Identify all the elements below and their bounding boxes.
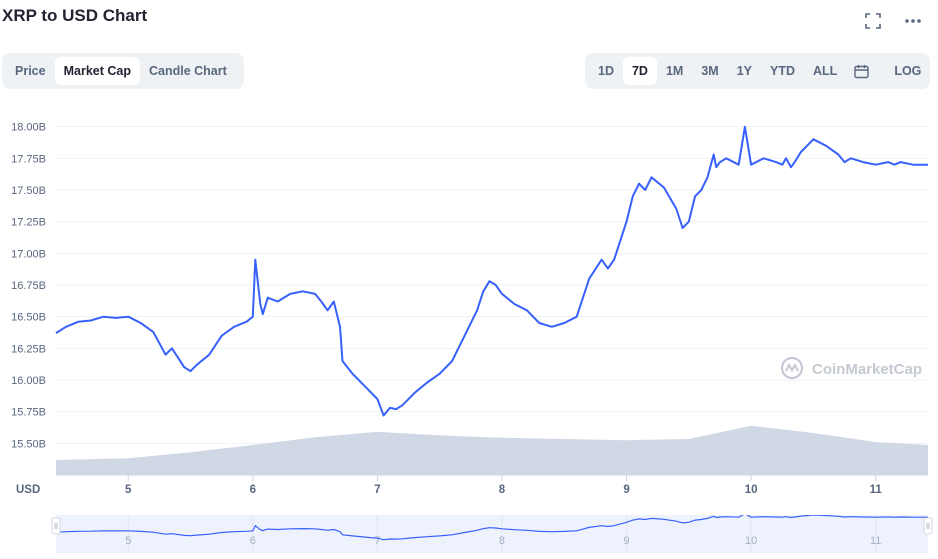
y-tick-label: 16.75B	[11, 280, 46, 292]
y-tick-label: 15.75B	[11, 407, 46, 419]
currency-label: USD	[16, 484, 40, 496]
range-1d[interactable]: 1D	[598, 64, 614, 78]
range-all[interactable]: ALL	[813, 64, 838, 78]
navigator-tick-label: 11	[870, 535, 881, 547]
coinmarketcap-logo-icon	[780, 356, 804, 380]
x-tick-label: 5	[125, 484, 132, 496]
navigator-right-handle[interactable]	[923, 517, 933, 535]
market-cap-line	[55, 125, 928, 417]
navigator-left-handle[interactable]	[51, 517, 61, 535]
range-1m[interactable]: 1M	[665, 64, 684, 78]
y-tick-label: 16.00B	[11, 375, 46, 387]
x-tick-label: 6	[250, 484, 256, 496]
x-axis-ticks: 5 6 7 8 9 10 11	[125, 475, 882, 496]
navigator-tick-label: 8	[499, 535, 505, 547]
y-tick-label: 18.00B	[11, 122, 46, 134]
y-tick-label: 16.25B	[11, 343, 46, 355]
more-icon[interactable]	[902, 10, 924, 32]
tab-price[interactable]: Price	[15, 64, 46, 78]
watermark-text: CoinMarketCap	[812, 361, 922, 378]
navigator-tick-label: 10	[745, 535, 757, 547]
y-tick-label: 17.00B	[11, 248, 46, 260]
range-selector: 1D 7D 1M 3M 1Y YTD ALL LOG	[585, 53, 930, 89]
chart-title: XRP to USD Chart	[2, 6, 148, 25]
range-7d[interactable]: 7D	[622, 57, 657, 85]
y-tick-label: 16.50B	[11, 312, 46, 324]
y-tick-label: 17.50B	[11, 185, 46, 197]
x-tick-label: 8	[499, 484, 506, 496]
calendar-icon[interactable]	[846, 57, 877, 85]
x-tick-label: 11	[870, 484, 883, 496]
x-tick-label: 10	[745, 484, 758, 496]
market-cap-chart[interactable]: 15.50B 15.75B 16.00B 16.25B 16.50B 16.75B 17.0…	[0, 95, 938, 500]
tab-candle-chart[interactable]: Candle Chart	[148, 64, 227, 78]
y-tick-label: 17.25B	[11, 217, 46, 229]
log-toggle[interactable]: LOG	[894, 64, 922, 78]
fullscreen-icon[interactable]	[862, 10, 884, 32]
navigator-tick-label: 9	[623, 535, 629, 547]
navigator-tick-label: 7	[374, 535, 380, 547]
navigator-window[interactable]	[56, 515, 928, 553]
x-tick-label: 7	[374, 484, 380, 496]
range-1y[interactable]: 1Y	[736, 64, 753, 78]
navigator-tick-label: 6	[250, 535, 256, 547]
y-tick-label: 15.50B	[11, 438, 46, 450]
navigator-grid	[127, 515, 877, 553]
x-tick-label: 9	[623, 484, 629, 496]
y-tick-label: 17.75B	[11, 153, 46, 165]
volume-area	[56, 425, 928, 475]
chart-type-tabs: Price Market Cap Candle Chart	[2, 53, 244, 89]
grid-lines	[56, 126, 928, 476]
range-navigator[interactable]: 5 6 7 8 9 10 11	[0, 515, 938, 559]
range-ytd[interactable]: YTD	[770, 64, 796, 78]
navigator-ticks: 5 6 7 8 9 10 11	[125, 535, 881, 547]
navigator-tick-label: 5	[125, 535, 131, 547]
tab-market-cap[interactable]: Market Cap	[54, 57, 140, 85]
range-3m[interactable]: 3M	[701, 64, 719, 78]
y-axis-ticks: 15.50B 15.75B 16.00B 16.25B 16.50B 16.75B 17.0…	[11, 122, 46, 451]
navigator-line	[55, 515, 928, 541]
watermark: CoinMarketCap	[780, 356, 922, 380]
